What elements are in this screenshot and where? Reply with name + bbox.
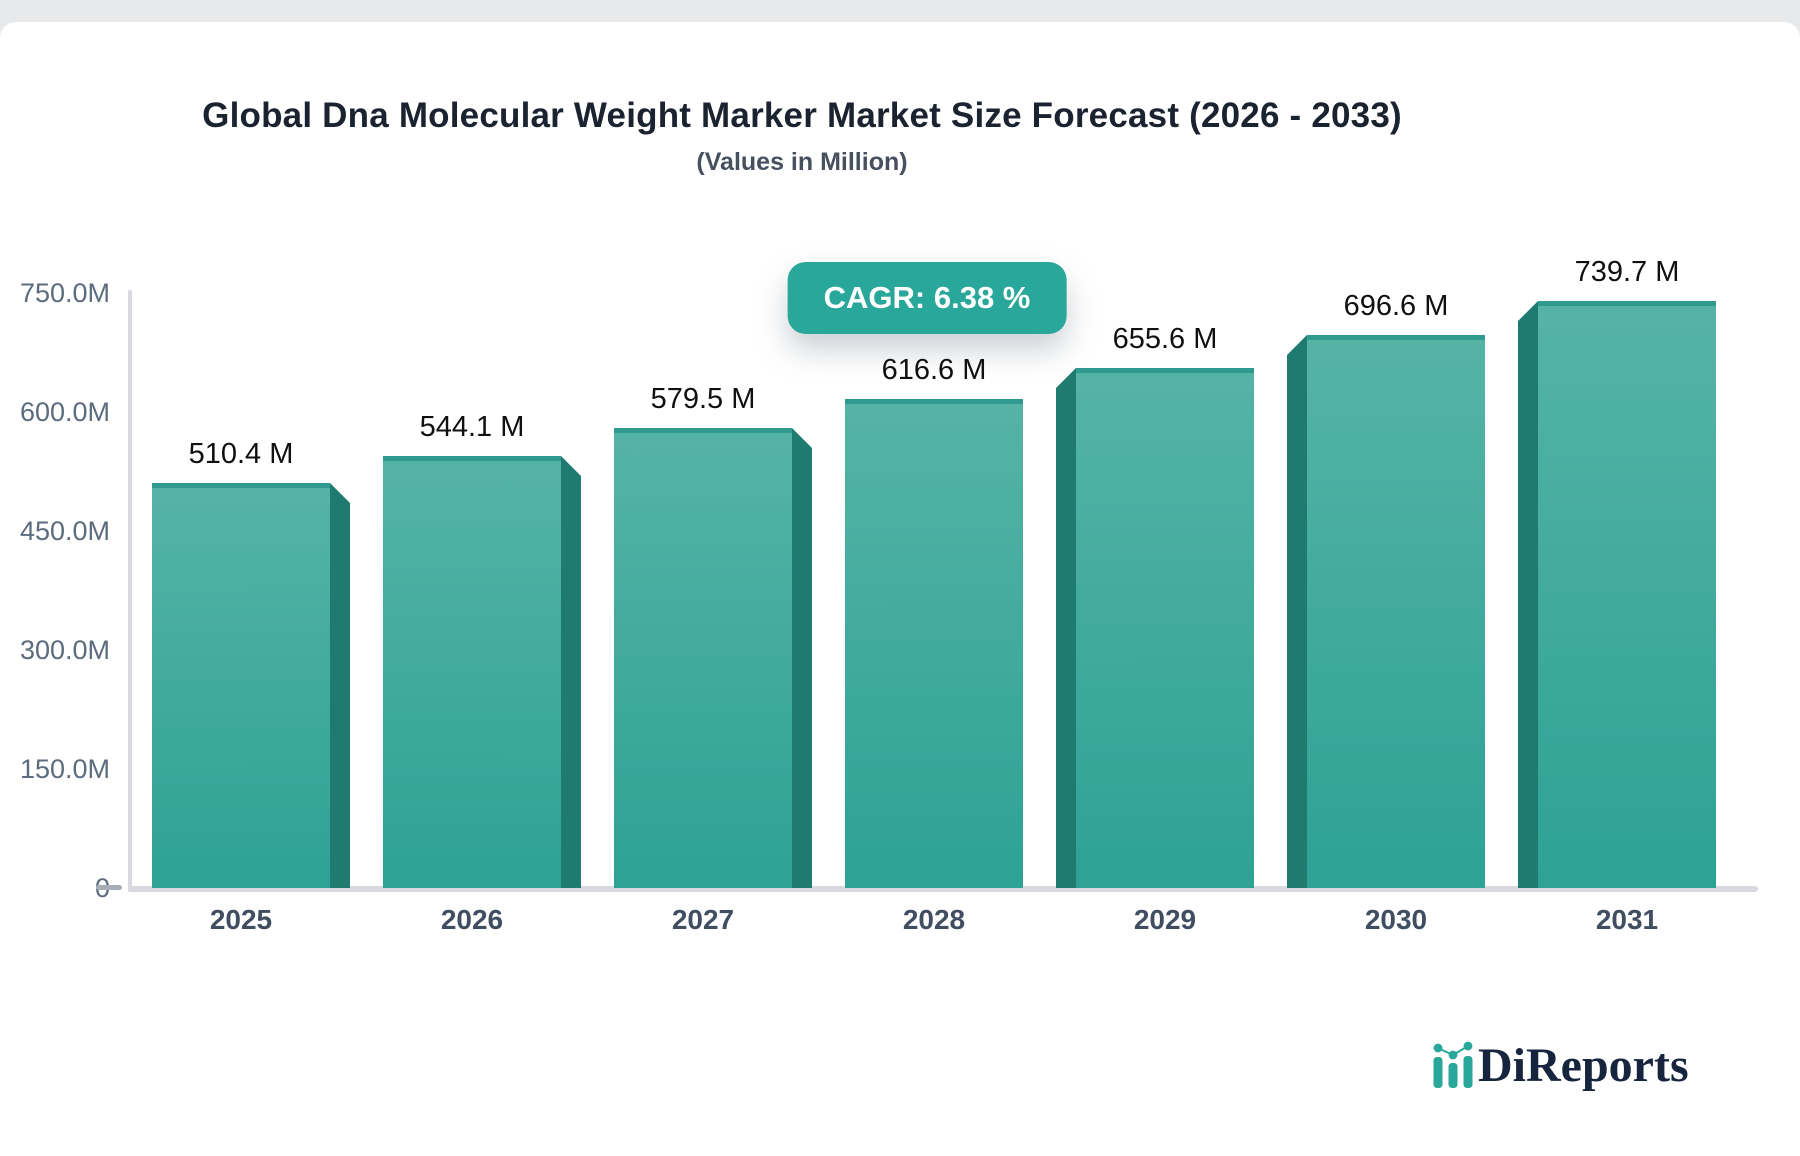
bar-front-face (383, 456, 561, 888)
bar-front-face (1538, 301, 1716, 888)
brand-logo[interactable]: DiReports (1432, 1034, 1722, 1118)
x-axis-baseline (128, 886, 1758, 892)
x-axis-label: 2029 (1133, 904, 1197, 935)
bar-front-face (614, 428, 792, 888)
bar-side-face (1518, 301, 1538, 888)
bar-value-label: 510.4 M (188, 438, 294, 470)
y-axis-label: 600.0M (19, 397, 110, 427)
bar-value-label: 579.5 M (650, 383, 756, 415)
bar-side-face (561, 456, 581, 888)
x-axis-label: 2027 (671, 904, 735, 935)
x-axis-label: 2030 (1364, 904, 1428, 935)
bar-side-face (1287, 335, 1307, 888)
y-axis-label: 150.0M (19, 754, 110, 784)
y-axis-label: 0 (0, 872, 110, 904)
chart-title: Global Dna Molecular Weight Marker Marke… (202, 96, 1402, 135)
bar-front-face (1076, 368, 1254, 888)
brand-name: DiReports (1478, 1039, 1689, 1092)
x-axis-label: 2031 (1595, 904, 1659, 935)
cagr-badge: CAGR: 6.38 % (787, 262, 1067, 334)
bar-front-face (845, 399, 1023, 888)
x-axis-label: 2026 (440, 904, 504, 935)
zero-tick-mark (96, 885, 122, 890)
bar-front-face (152, 483, 330, 888)
bar-value-label: 616.6 M (881, 354, 987, 386)
bar-value-label: 739.7 M (1574, 256, 1680, 288)
bar-front-face (1307, 335, 1485, 888)
bar-side-face (792, 428, 812, 888)
y-axis-label: 450.0M (19, 516, 110, 546)
bar-side-face (1056, 368, 1076, 888)
x-axis-label: 2028 (902, 904, 966, 935)
x-axis-label: 2025 (209, 904, 273, 935)
y-axis-label: 300.0M (19, 635, 110, 665)
bar-value-label: 544.1 M (419, 411, 525, 443)
y-axis-label: 750.0M (19, 278, 110, 308)
bar-value-label: 655.6 M (1112, 323, 1218, 355)
mini-bar-chart-icon (1433, 1041, 1473, 1088)
chart-subtitle: (Values in Million) (696, 148, 908, 176)
bar-value-label: 696.6 M (1343, 290, 1449, 322)
bar-side-face (330, 483, 350, 888)
y-axis-line (128, 290, 132, 892)
